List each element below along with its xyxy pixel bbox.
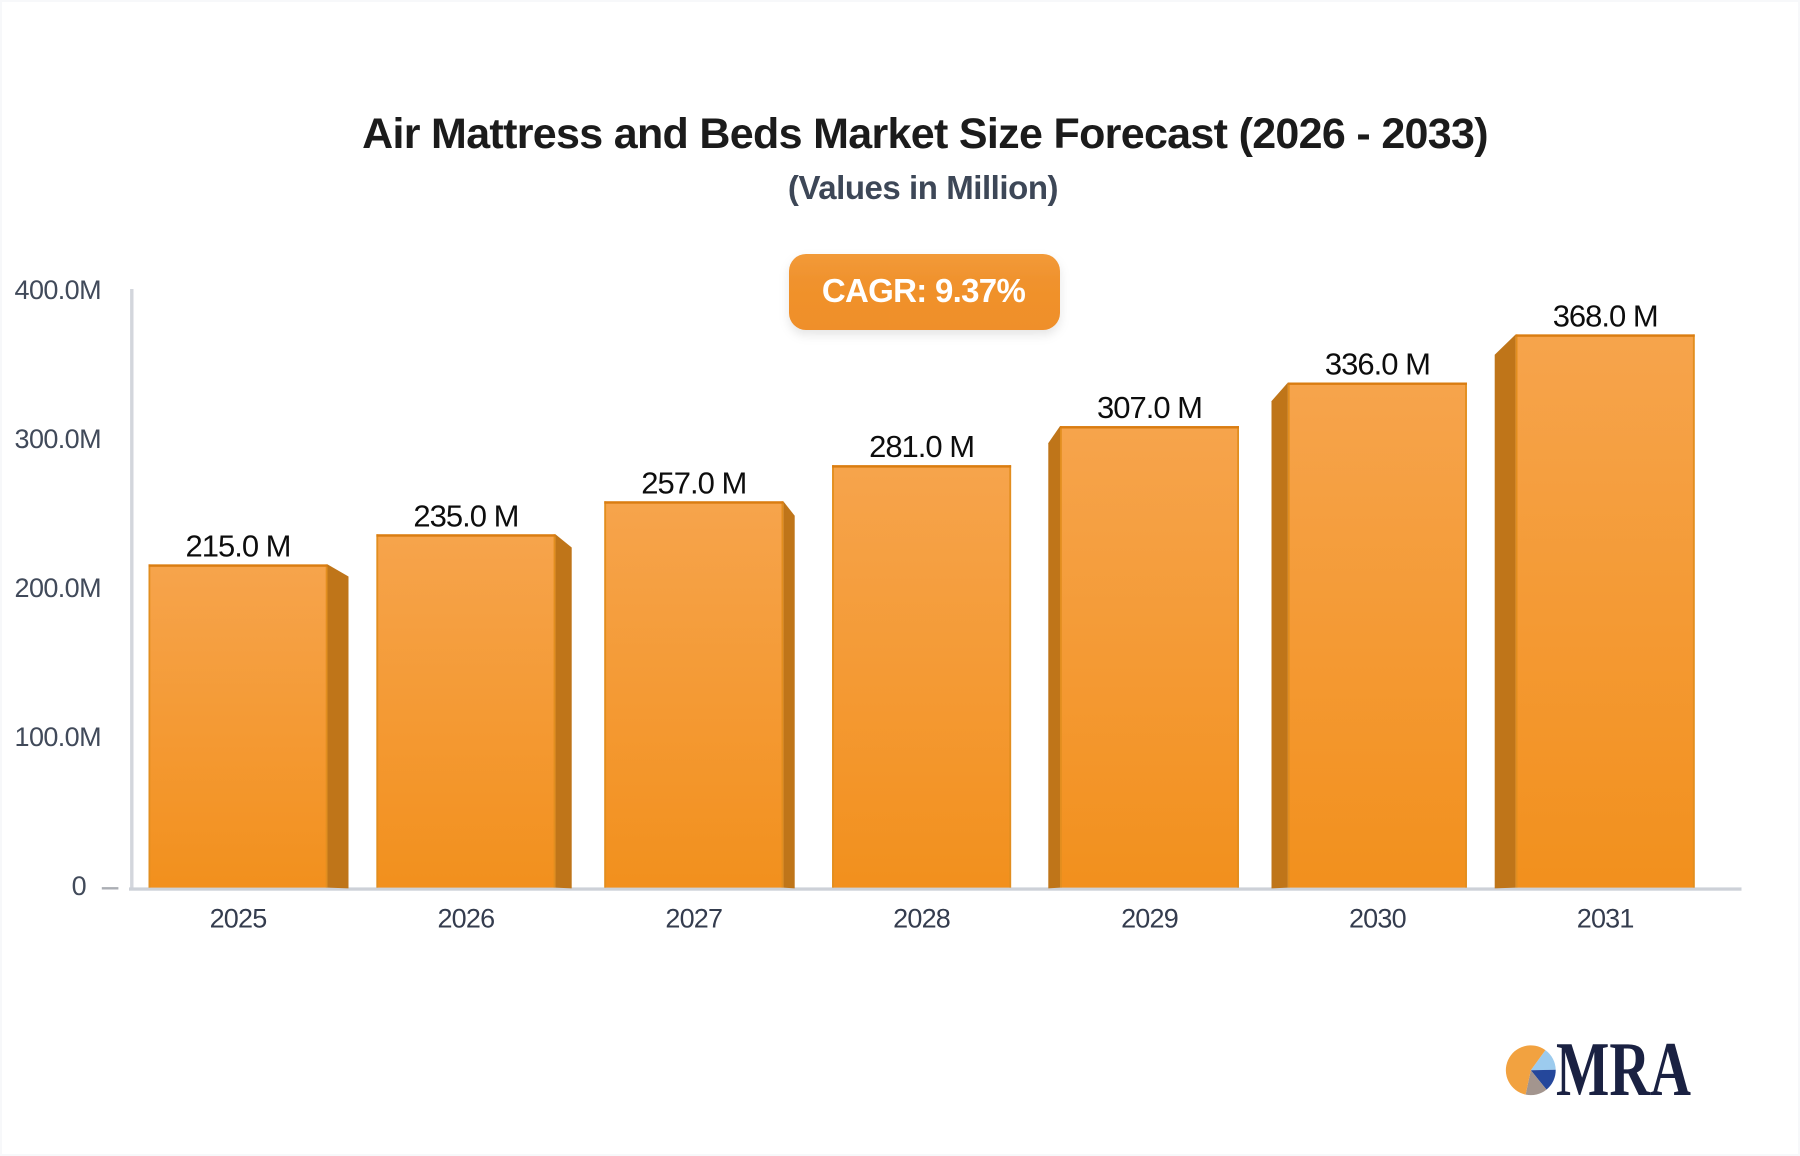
svg-text:336.0 M: 336.0 M bbox=[1325, 347, 1430, 382]
svg-text:2031: 2031 bbox=[1577, 904, 1634, 934]
svg-text:(Values in Million): (Values in Million) bbox=[788, 169, 1058, 206]
svg-text:235.0 M: 235.0 M bbox=[413, 498, 518, 533]
svg-text:2029: 2029 bbox=[1121, 904, 1178, 934]
svg-text:257.0 M: 257.0 M bbox=[641, 465, 746, 500]
svg-text:MRA: MRA bbox=[1556, 1026, 1691, 1112]
svg-text:215.0 M: 215.0 M bbox=[185, 528, 290, 563]
svg-text:2030: 2030 bbox=[1349, 904, 1406, 934]
svg-text:400.0M: 400.0M bbox=[15, 275, 101, 305]
svg-text:Air Mattress and Beds Market S: Air Mattress and Beds Market Size Foreca… bbox=[362, 110, 1488, 158]
svg-text:2028: 2028 bbox=[893, 904, 950, 934]
svg-text:100.0M: 100.0M bbox=[15, 722, 101, 752]
svg-text:2026: 2026 bbox=[437, 904, 494, 934]
svg-text:2025: 2025 bbox=[210, 904, 267, 934]
svg-text:0: 0 bbox=[72, 871, 86, 901]
svg-text:307.0 M: 307.0 M bbox=[1097, 390, 1202, 425]
svg-text:300.0M: 300.0M bbox=[15, 424, 101, 454]
svg-text:2027: 2027 bbox=[665, 904, 722, 934]
svg-text:368.0 M: 368.0 M bbox=[1553, 298, 1658, 333]
svg-text:281.0 M: 281.0 M bbox=[869, 429, 974, 464]
svg-text:200.0M: 200.0M bbox=[15, 573, 101, 603]
svg-text:CAGR: 9.37%: CAGR: 9.37% bbox=[822, 272, 1026, 309]
